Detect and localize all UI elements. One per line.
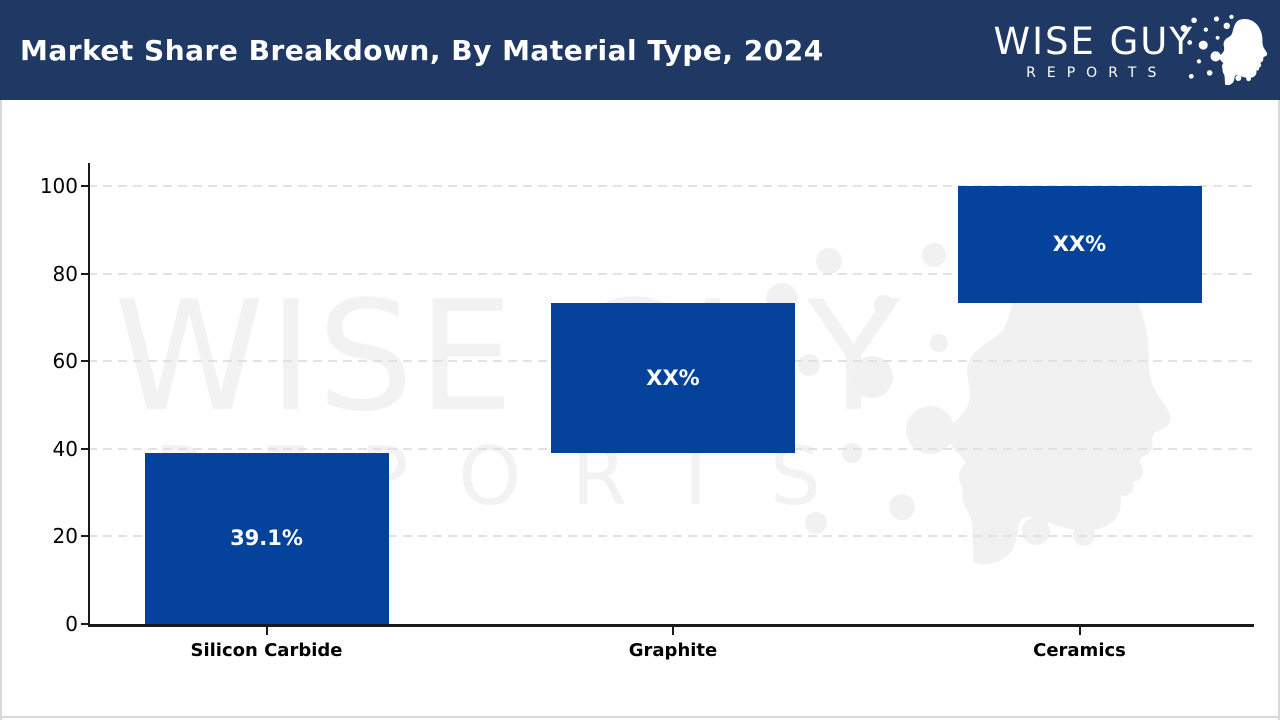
y-axis-tick: [81, 623, 88, 625]
y-axis-tick: [81, 447, 88, 450]
y-tick-label: 20: [52, 524, 78, 549]
y-tick-label: 60: [52, 349, 78, 374]
logo-text: WISE GUY REPORTS: [994, 20, 1194, 81]
y-axis: [88, 163, 90, 626]
dotted-face-profile-icon: [1178, 11, 1270, 89]
y-tick-label: 100: [39, 174, 78, 198]
bottom-border: [0, 716, 1280, 718]
x-axis-tick: [1078, 627, 1081, 635]
bar-value-label: XX%: [646, 365, 700, 390]
category-label-graphite: Graphite: [628, 640, 718, 661]
y-axis-tick: [81, 185, 88, 187]
gridline: [88, 272, 1254, 275]
x-axis: [88, 624, 1254, 627]
gridline: [88, 535, 1254, 538]
y-axis-tick: [81, 360, 88, 363]
category-label-silicon-carbide: Silicon Carbide: [190, 640, 343, 661]
gridline: [88, 185, 1254, 187]
wise-guy-reports-logo: WISE GUY REPORTS: [994, 8, 1270, 92]
x-axis-tick: [672, 627, 674, 635]
y-tick-label: 0: [65, 612, 78, 636]
bar-value-label: 39.1%: [230, 526, 303, 551]
bar-value-label: XX%: [1052, 232, 1107, 257]
logo-subtitle: REPORTS: [1026, 64, 1168, 81]
bar-silicon-carbide: [144, 452, 389, 624]
y-tick-label: 40: [52, 436, 78, 461]
bar-graphite: [551, 302, 795, 453]
y-tick-label: 80: [52, 261, 78, 286]
y-axis-tick: [81, 272, 88, 275]
header-bar: Market Share Breakdown, By Material Type…: [0, 0, 1280, 100]
logo-wordmark: WISE GUY: [993, 19, 1194, 63]
x-axis-tick: [265, 627, 268, 635]
category-label-ceramics: Ceramics: [1033, 640, 1126, 661]
y-axis-tick: [81, 535, 88, 538]
page-title: Market Share Breakdown, By Material Type…: [20, 34, 824, 67]
chart-canvas: WISE GUY REPORTS 0 20 40 60 80 100 39.1% XX% XX%…: [0, 100, 1280, 720]
bar-ceramics: [957, 186, 1202, 303]
